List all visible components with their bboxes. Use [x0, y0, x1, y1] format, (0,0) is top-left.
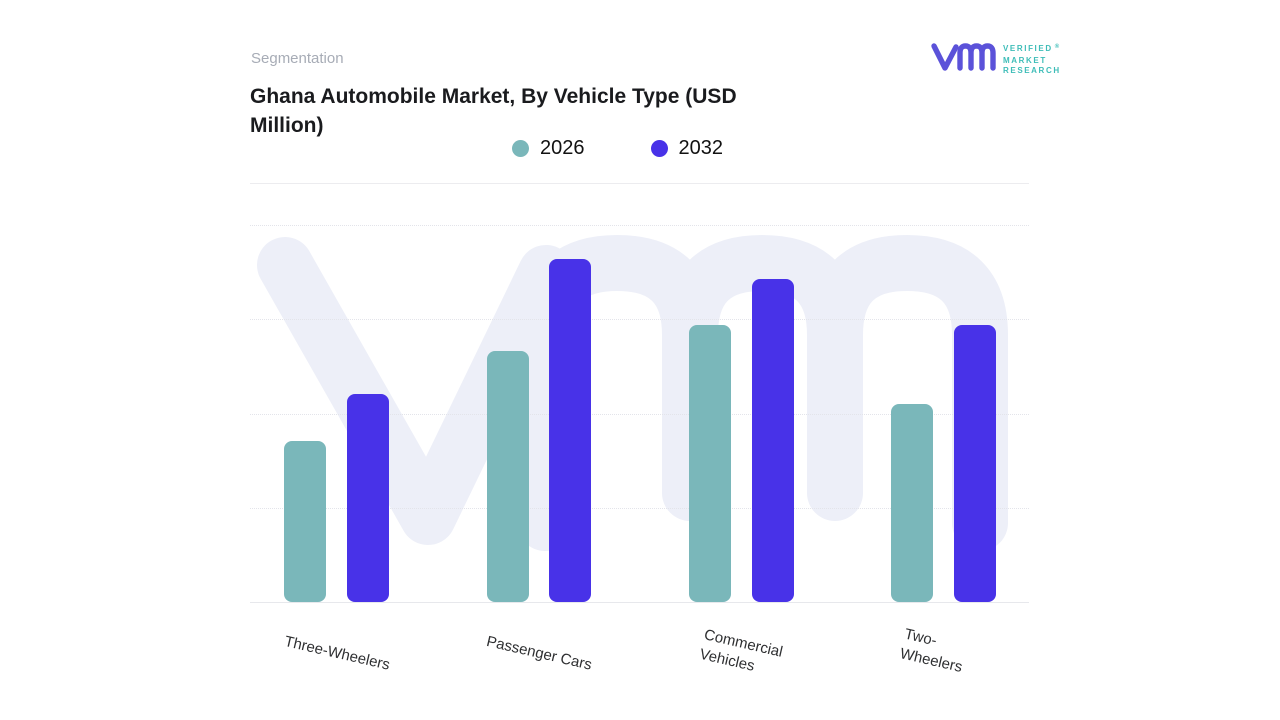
- legend-dot-2032: [650, 140, 668, 157]
- bar-2032-passenger-cars: [549, 259, 592, 602]
- brand-wordmark: VERIFIED ® MARKET RESEARCH: [1003, 37, 1061, 77]
- section-eyebrow: Segmentation: [251, 50, 344, 67]
- legend-dot-2026: [512, 140, 529, 157]
- brand-line-verified: VERIFIED: [1003, 44, 1053, 53]
- bar-2032-commercial-vehicles: [751, 279, 794, 602]
- x-axis-label-commercial-vehicles: Commercial Vehicles: [698, 626, 785, 676]
- chart-title: Ghana Automobile Market, By Vehicle Type…: [250, 85, 737, 137]
- gridline: [250, 507, 1029, 509]
- registered-mark: ®: [1054, 44, 1060, 50]
- bar-2032-two-wheelers: [953, 325, 996, 602]
- x-axis-label-passenger-cars: Passenger Cars: [484, 633, 594, 674]
- vm-monogram-icon: [931, 43, 996, 71]
- plot-area: Three-Wheelers Passenger Cars Commercial V…: [250, 225, 1029, 676]
- brand-logo: VERIFIED ® MARKET RESEARCH: [930, 37, 1061, 77]
- bar-2026-three-wheelers: [284, 441, 327, 602]
- legend-item-2026: 2026: [512, 137, 585, 160]
- bar-2026-passenger-cars: [486, 350, 529, 602]
- legend: 2026 2032: [512, 137, 723, 160]
- legend-label-2026: 2026: [540, 137, 585, 159]
- gridline: [250, 225, 1029, 226]
- legend-label-2032: 2032: [678, 137, 724, 159]
- bar-2026-commercial-vehicles: [688, 324, 731, 602]
- x-axis-line: [250, 601, 1029, 603]
- header-divider: [250, 183, 1029, 184]
- bar-2032-three-wheelers: [347, 393, 389, 602]
- x-axis-label-three-wheelers: Three-Wheelers: [282, 633, 392, 674]
- brand-line-research: RESEARCH: [1003, 66, 1061, 75]
- gridline: [250, 413, 1029, 415]
- bar-2026-two-wheelers: [891, 404, 934, 602]
- legend-item-2032: 2032: [650, 137, 724, 160]
- gridline: [250, 319, 1029, 321]
- x-axis-label-two-wheelers: Two-Wheelers: [897, 625, 964, 677]
- brand-line-market: MARKET: [1003, 55, 1047, 65]
